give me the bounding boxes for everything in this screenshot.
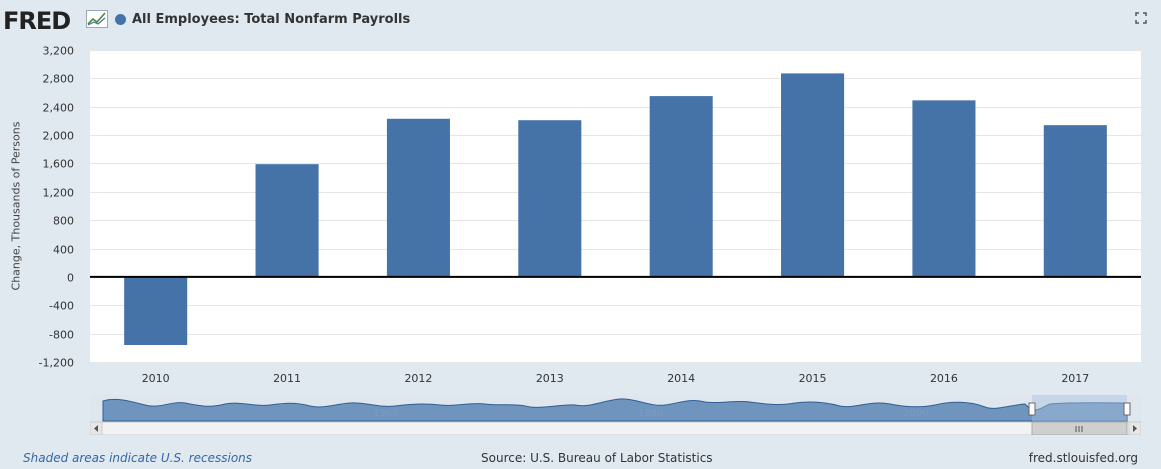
- x-tick-label: 2014: [667, 372, 695, 385]
- navigator-selection[interactable]: [1032, 395, 1127, 422]
- x-tick-label: 2017: [1061, 372, 1089, 385]
- bar-chart: 3,200 2,800 2,400 2,000 1,600 1,200 800 400 0 -40…: [39, 45, 1141, 385]
- bar[interactable]: [781, 73, 845, 277]
- navigator-scrollbar-track[interactable]: [90, 421, 1141, 435]
- y-tick-label: 1,600: [43, 158, 75, 171]
- y-tick-label: -800: [49, 329, 74, 342]
- legend-dot: [115, 14, 126, 25]
- chart-header: FRED All Employees: Total Nonfarm Payrol…: [0, 0, 1161, 40]
- scroll-left-arrow-icon: [94, 425, 98, 432]
- x-tick-label: 2013: [536, 372, 564, 385]
- x-tick-label: 2011: [273, 372, 301, 385]
- scroll-grip-icon: [1075, 426, 1083, 432]
- navigator-label: 2000: [903, 408, 928, 419]
- x-tick-label: 2016: [930, 372, 958, 385]
- navigator-label: 1980: [638, 408, 663, 419]
- navigator-right-handle[interactable]: [1123, 402, 1131, 416]
- navigator-left-handle[interactable]: [1028, 402, 1036, 416]
- x-tick-label: 2012: [404, 372, 432, 385]
- x-tick-label: 2010: [142, 372, 170, 385]
- y-tick-label: 800: [53, 215, 74, 228]
- navigator-series-area: [102, 398, 1128, 422]
- navigator-label: 1960: [373, 408, 398, 419]
- y-tick-label: 2,800: [43, 73, 75, 86]
- y-tick-label: 0: [67, 272, 74, 285]
- x-tick-label: 2015: [799, 372, 827, 385]
- y-tick-label: 2,000: [43, 130, 75, 143]
- bar[interactable]: [255, 164, 319, 277]
- bar[interactable]: [518, 120, 582, 277]
- recessions-note-link[interactable]: Shaded areas indicate U.S. recessions: [23, 451, 253, 465]
- y-tick-label: -1,200: [39, 357, 74, 370]
- bar[interactable]: [386, 118, 450, 277]
- scroll-right-arrow-icon: [1133, 425, 1137, 432]
- source-text: Source: U.S. Bureau of Labor Statistics: [481, 451, 713, 465]
- y-tick-label: 1,200: [43, 187, 75, 200]
- fred-site-link[interactable]: fred.stlouisfed.org: [1028, 451, 1138, 465]
- fred-logo[interactable]: FRED: [3, 7, 71, 35]
- range-navigator[interactable]: 1960 1980 2000: [90, 395, 1141, 435]
- chart-title: All Employees: Total Nonfarm Payrolls: [132, 12, 411, 27]
- bar[interactable]: [649, 96, 713, 277]
- y-tick-label: -400: [49, 300, 74, 313]
- y-tick-label: 400: [53, 244, 74, 257]
- y-tick-label: 2,400: [43, 102, 75, 115]
- bar[interactable]: [1043, 125, 1107, 277]
- bar[interactable]: [124, 276, 188, 345]
- y-tick-label: 3,200: [43, 45, 75, 58]
- plot-area: [90, 50, 1141, 362]
- bar[interactable]: [912, 100, 976, 277]
- fred-logo-chart-icon: [86, 10, 108, 28]
- fullscreen-icon[interactable]: [1135, 12, 1147, 24]
